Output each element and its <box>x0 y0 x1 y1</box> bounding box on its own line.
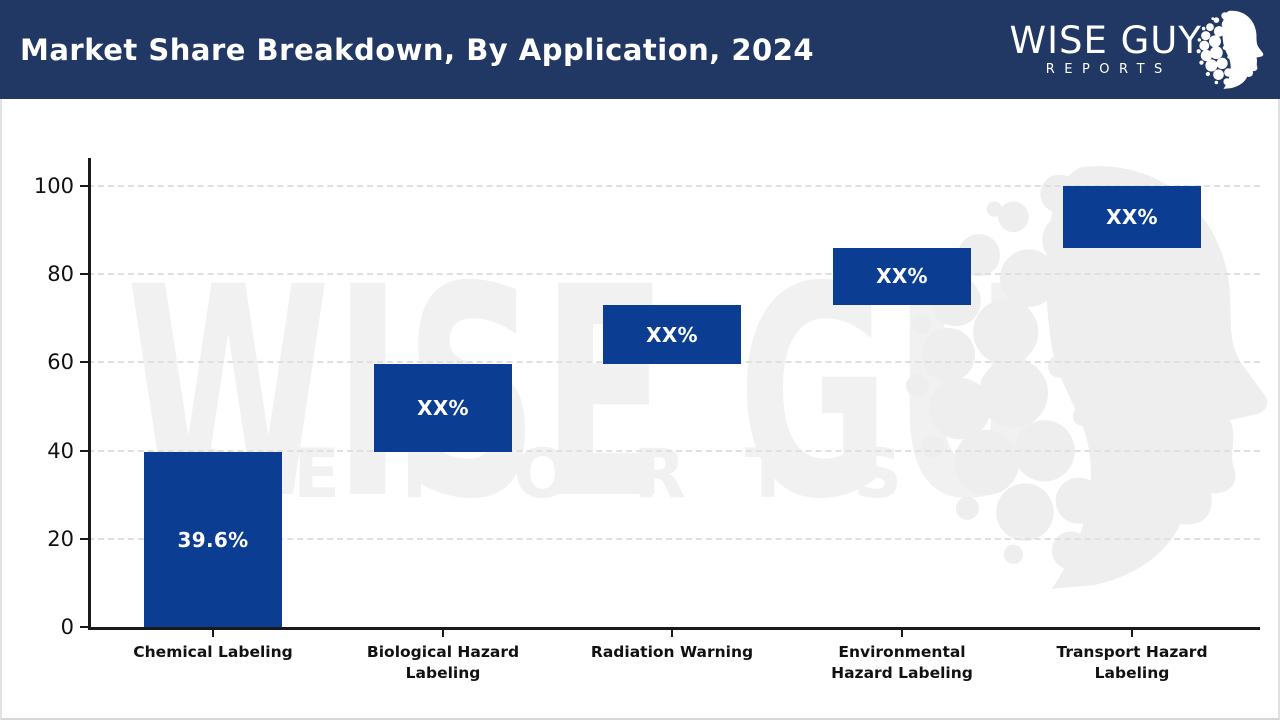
bar-value-label: XX% <box>646 322 698 347</box>
y-tick-mark <box>80 185 88 187</box>
y-axis-tick-label: 20 <box>47 526 74 551</box>
y-axis-tick-label: 0 <box>60 615 74 639</box>
bar: XX% <box>374 364 512 453</box>
y-axis-line <box>88 158 91 629</box>
y-tick-mark <box>80 626 88 628</box>
bar-value-label: XX% <box>417 396 469 421</box>
gridline <box>88 273 1260 276</box>
bar-value-label: 39.6% <box>177 527 249 552</box>
y-axis-tick-label: 80 <box>47 262 74 287</box>
logo-subtitle: REPORTS <box>1045 62 1172 77</box>
wiseguy-logo-text: WISE GUY REPORTS <box>1010 22 1202 77</box>
watermark-face-icon <box>860 140 1280 612</box>
y-axis-tick-label: 40 <box>47 438 74 463</box>
y-tick-mark <box>80 449 88 452</box>
bar-chart: 0 20 40 60 80 100 39.6% XX% XX% XX% XX% Chemical La… <box>2 99 1278 718</box>
y-tick-mark <box>80 273 88 276</box>
x-tick-mark <box>901 629 903 637</box>
x-tick-mark <box>671 629 673 637</box>
gridline <box>88 537 1260 540</box>
x-axis-category-label: Chemical Labeling <box>133 643 293 661</box>
x-tick-mark <box>442 629 444 637</box>
x-tick-mark <box>1131 629 1133 637</box>
y-tick-mark <box>80 537 88 540</box>
logo-wordmark: WISE GUY <box>1009 19 1202 62</box>
header-bar: Market Share Breakdown, By Application, … <box>0 0 1280 99</box>
y-tick-mark <box>80 361 88 364</box>
watermark-text-line2: REPORTS <box>179 435 965 514</box>
x-axis-category-label: Environmental Hazard Labeling <box>831 643 973 682</box>
bar: XX% <box>603 305 741 365</box>
x-axis-category-label: Biological Hazard Labeling <box>366 643 520 682</box>
chart-area: WISE GUY REPORTS 0 20 40 60 80 100 39.6% XX% XX%… <box>0 99 1280 720</box>
wiseguy-face-logo-icon <box>1188 8 1266 91</box>
y-axis-tick-label: 100 <box>33 174 74 198</box>
bar: XX% <box>1063 186 1201 248</box>
x-axis-line <box>88 627 1260 630</box>
y-axis-tick-label: 60 <box>47 350 74 375</box>
bar: 39.6% <box>144 452 282 627</box>
x-axis-category-label: Radiation Warning <box>590 643 754 661</box>
gridline <box>88 449 1260 452</box>
gridline <box>88 185 1260 187</box>
x-tick-mark <box>212 629 214 637</box>
x-axis-category-label: Transport Hazard Labeling <box>1056 643 1208 682</box>
wiseguy-logo: WISE GUY REPORTS <box>1010 8 1266 91</box>
bar-value-label: XX% <box>1106 204 1158 229</box>
bar: XX% <box>833 247 971 306</box>
bar-value-label: XX% <box>876 264 928 289</box>
page-title: Market Share Breakdown, By Application, … <box>20 32 815 67</box>
